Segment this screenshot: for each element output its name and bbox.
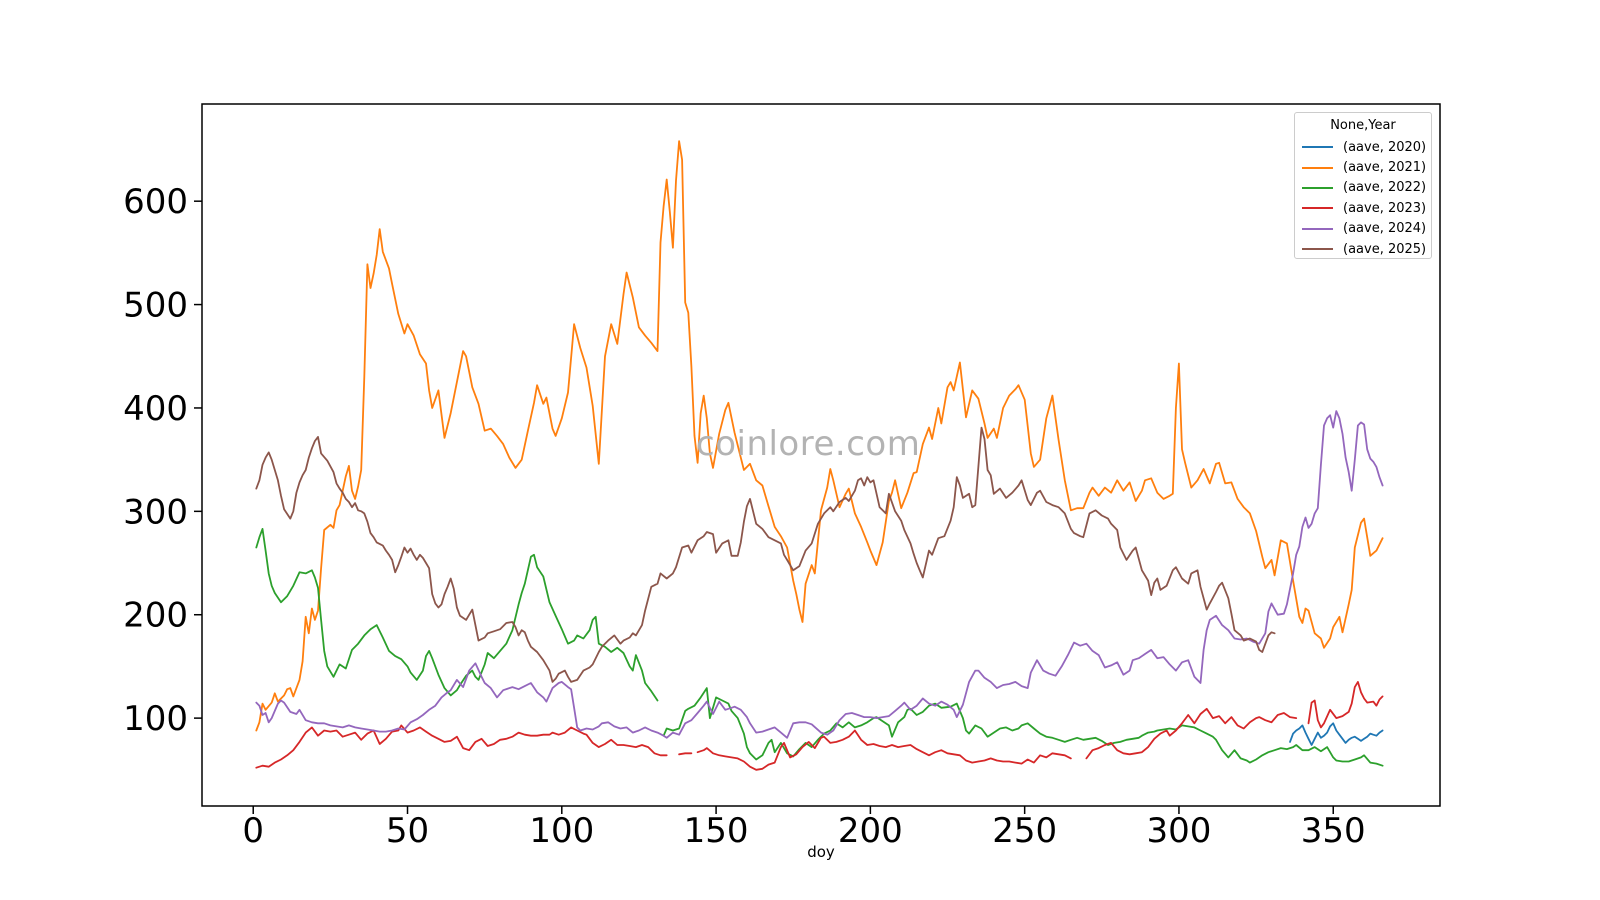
series-line-2025 xyxy=(255,426,1276,683)
legend-item-2024: (aave, 2024) xyxy=(1295,219,1431,239)
y-tick-label: 300 xyxy=(123,492,188,532)
series-line-2023 xyxy=(696,729,1072,771)
x-tick-label: 150 xyxy=(684,811,749,851)
x-tick-label: 200 xyxy=(838,811,903,851)
series-line-2023 xyxy=(1307,681,1384,729)
y-tick-label: 400 xyxy=(123,389,188,429)
y-tick-label: 500 xyxy=(123,286,188,326)
legend-item-label: (aave, 2024) xyxy=(1343,221,1427,237)
legend-item-2020: (aave, 2020) xyxy=(1295,137,1431,157)
y-tick-label: 600 xyxy=(123,182,188,222)
legend-item-2025: (aave, 2025) xyxy=(1295,239,1431,259)
x-tick-label: 50 xyxy=(386,811,429,851)
legend-item-2023: (aave, 2023) xyxy=(1295,198,1431,218)
series-line-2023 xyxy=(255,724,668,769)
x-tick-label: 0 xyxy=(242,811,264,851)
series-line-2023 xyxy=(1085,707,1298,760)
x-tick-label: 250 xyxy=(992,811,1057,851)
legend-title: None,Year xyxy=(1330,118,1396,133)
x-tick-label: 100 xyxy=(529,811,594,851)
series-line-2021 xyxy=(255,140,1384,732)
legend-line-icon xyxy=(1302,166,1333,169)
legend-item-label: (aave, 2021) xyxy=(1343,160,1427,176)
y-tick-label: 100 xyxy=(123,699,188,739)
legend-item-2022: (aave, 2022) xyxy=(1295,178,1431,198)
legend: None,Year (aave, 2020) (aave, 2021) (aav… xyxy=(1294,112,1432,259)
series-line-2020 xyxy=(1289,722,1384,746)
legend-item-label: (aave, 2022) xyxy=(1343,180,1427,196)
plot-spines xyxy=(201,103,1441,807)
legend-line-icon xyxy=(1302,227,1333,230)
watermark: coinlore.com xyxy=(696,424,921,464)
y-tick-label: 200 xyxy=(123,596,188,636)
legend-item-label: (aave, 2023) xyxy=(1343,200,1427,216)
series-line-2023 xyxy=(678,752,693,756)
legend-item-label: (aave, 2020) xyxy=(1343,139,1427,155)
x-tick-label: 350 xyxy=(1301,811,1366,851)
legend-item-2021: (aave, 2021) xyxy=(1295,157,1431,177)
legend-line-icon xyxy=(1302,207,1333,210)
legend-line-icon xyxy=(1302,248,1333,251)
legend-line-icon xyxy=(1302,146,1333,149)
x-axis-label: doy xyxy=(807,843,835,861)
legend-item-label: (aave, 2025) xyxy=(1343,241,1427,257)
legend-line-icon xyxy=(1302,186,1333,189)
x-tick-label: 300 xyxy=(1146,811,1211,851)
series-line-2022 xyxy=(662,687,1384,767)
series-line-2022 xyxy=(255,528,659,702)
series-line-2024 xyxy=(255,410,1384,739)
